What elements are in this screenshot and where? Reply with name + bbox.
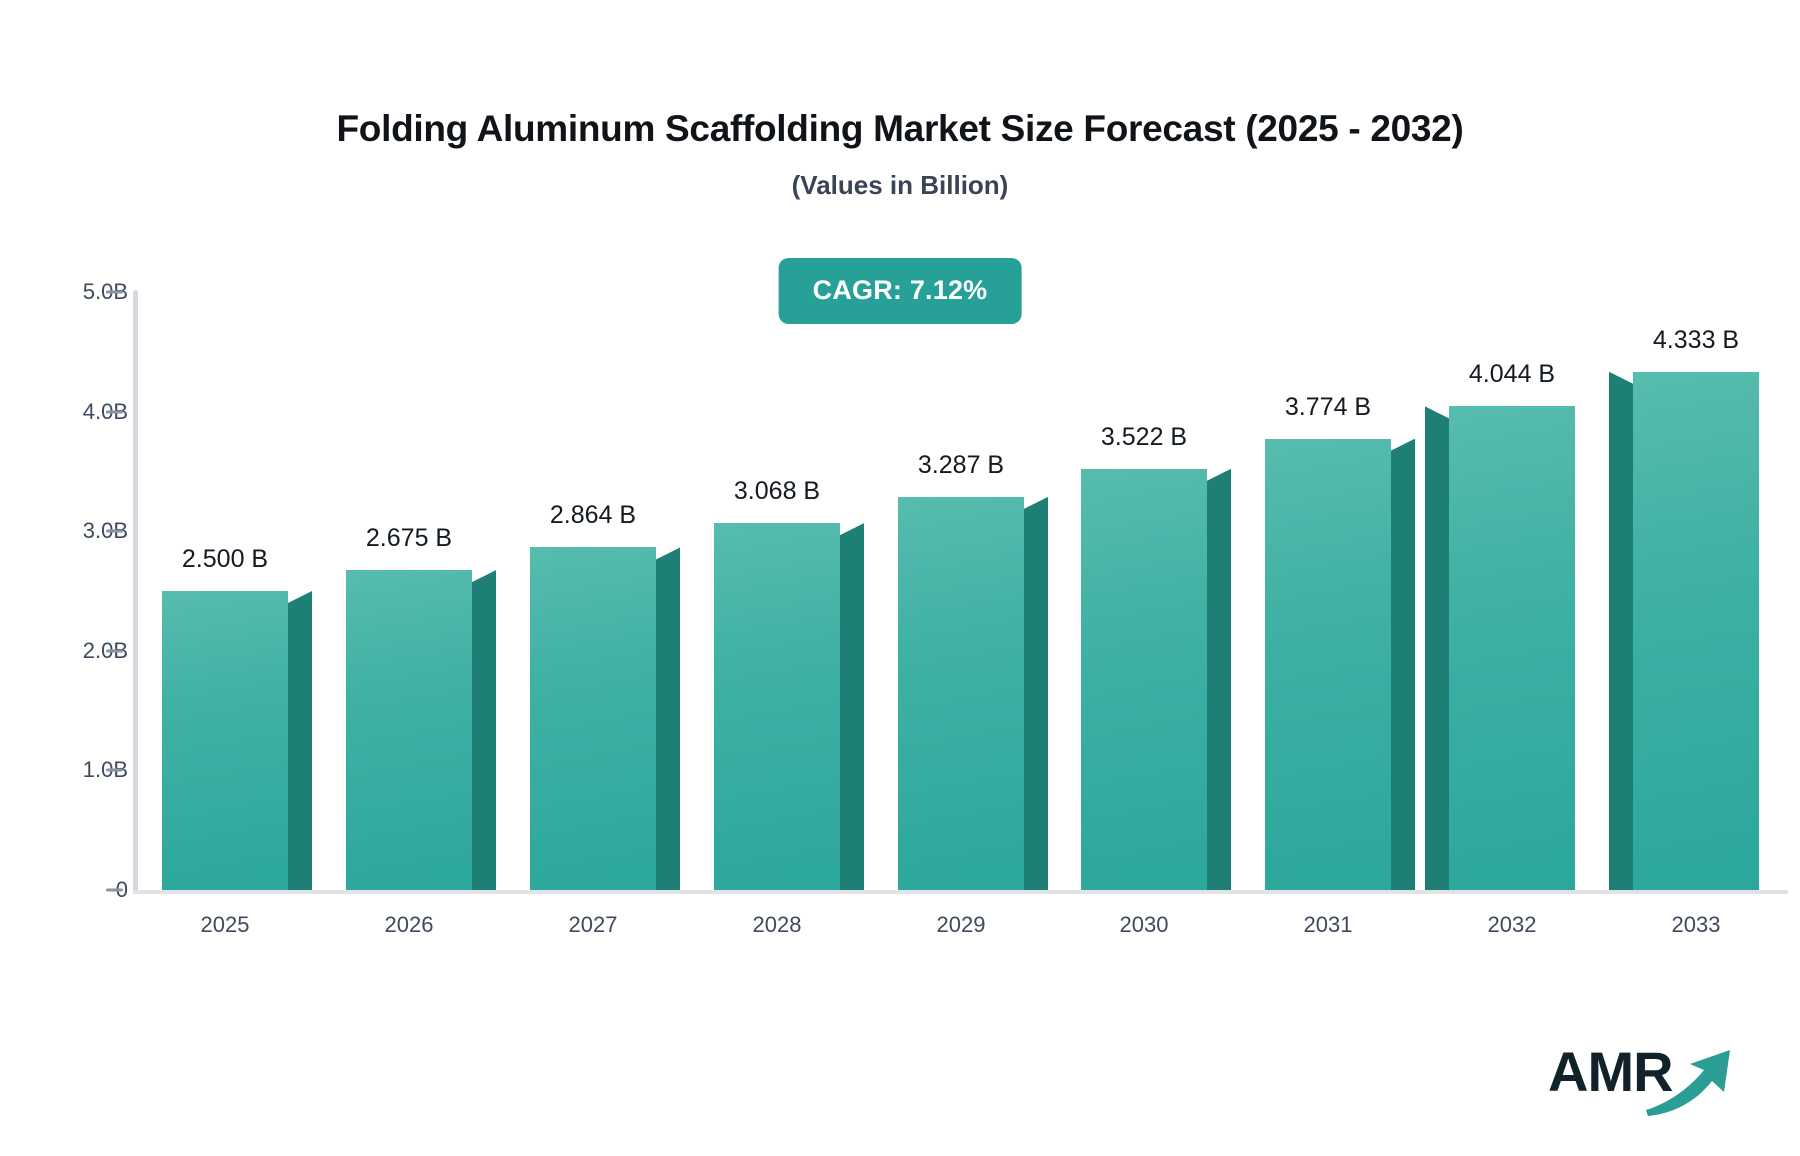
bar-column: 4.333 B 2033	[1609, 325, 1759, 937]
bar-rect	[1265, 438, 1415, 890]
bar-side-face	[288, 591, 312, 890]
bar-value-label: 3.068 B	[733, 477, 821, 506]
bar-value-label: 4.044 B	[1468, 360, 1556, 389]
bar-value-label: 2.864 B	[549, 501, 637, 530]
bar-rect	[714, 523, 864, 890]
growth-arrow-icon	[1646, 1050, 1730, 1116]
bar-value-label: 3.774 B	[1284, 392, 1372, 421]
x-axis-tick-label: 2031	[1303, 911, 1353, 937]
bar-front-face	[898, 496, 1024, 890]
bar-rect	[1081, 468, 1231, 890]
x-axis-tick-label: 2030	[1119, 911, 1169, 937]
bar-value-label: 3.287 B	[917, 450, 1005, 479]
bar-column: 3.068 B 2028	[714, 477, 864, 937]
bar-front-face	[1081, 468, 1207, 890]
x-axis-tick-label: 2029	[936, 911, 986, 937]
y-axis-tick-mark	[106, 410, 123, 414]
x-axis-tick-label: 2033	[1671, 911, 1721, 937]
bar-side-face	[1207, 468, 1231, 890]
bar-front-face	[1633, 371, 1759, 890]
bar-rect	[1609, 371, 1759, 890]
bar-column: 4.044 B 2032	[1425, 360, 1575, 937]
amr-logo-text: AMR	[1548, 1040, 1674, 1103]
x-axis-tick-label: 2028	[752, 911, 802, 937]
bar-value-label: 3.522 B	[1100, 422, 1188, 451]
bar-column: 3.522 B 2030	[1081, 422, 1231, 937]
page-title: Folding Aluminum Scaffolding Market Size…	[336, 108, 1464, 149]
bar-front-face	[162, 591, 288, 890]
y-axis-tick-mark	[106, 768, 123, 772]
bar-side-face	[1425, 406, 1449, 890]
bar-column: 2.500 B 2025	[162, 545, 312, 937]
y-axis-tick-mark	[106, 290, 123, 294]
bar-rect	[1425, 406, 1575, 890]
bar-front-face	[1265, 438, 1391, 890]
amr-logo: AMR	[1548, 1036, 1748, 1118]
bar-column: 3.287 B 2029	[898, 450, 1048, 937]
bar-value-label: 4.333 B	[1652, 325, 1740, 354]
bar-side-face	[1024, 496, 1048, 890]
bar-column: 2.864 B 2027	[530, 501, 680, 937]
chart-subtitle: (Values in Billion)	[791, 170, 1009, 200]
bar-front-face	[530, 547, 656, 890]
bar-value-label: 2.675 B	[365, 524, 453, 553]
bar-rect	[530, 547, 680, 890]
cagr-badge: CAGR: 7.12%	[778, 258, 1022, 324]
x-axis-tick-label: 2026	[384, 911, 434, 937]
y-axis-tick-mark	[106, 888, 123, 892]
bar-side-face	[472, 570, 496, 890]
bar-front-face	[346, 570, 472, 890]
bar-side-face	[1391, 438, 1415, 890]
x-axis-tick-label: 2025	[200, 912, 250, 937]
bar-front-face	[714, 523, 840, 890]
bar-side-face	[656, 547, 680, 890]
bar-column: 3.774 B 2031	[1265, 392, 1415, 937]
bar-rect	[162, 591, 312, 890]
bar-front-face	[1449, 406, 1575, 890]
x-axis-tick-label: 2032	[1487, 911, 1537, 937]
bar-side-face	[1609, 371, 1633, 890]
bar-side-face	[840, 523, 864, 890]
x-axis-tick-label: 2027	[568, 911, 618, 937]
x-axis-line	[133, 890, 1788, 894]
bar-column: 2.675 B 2026	[346, 524, 496, 937]
y-axis-tick-mark	[106, 529, 123, 533]
bar-rect	[898, 496, 1048, 890]
y-axis-line	[133, 290, 138, 893]
bar-value-label: 2.500 B	[181, 545, 269, 573]
bar-rect	[346, 570, 496, 890]
y-axis-tick-mark	[106, 649, 123, 653]
